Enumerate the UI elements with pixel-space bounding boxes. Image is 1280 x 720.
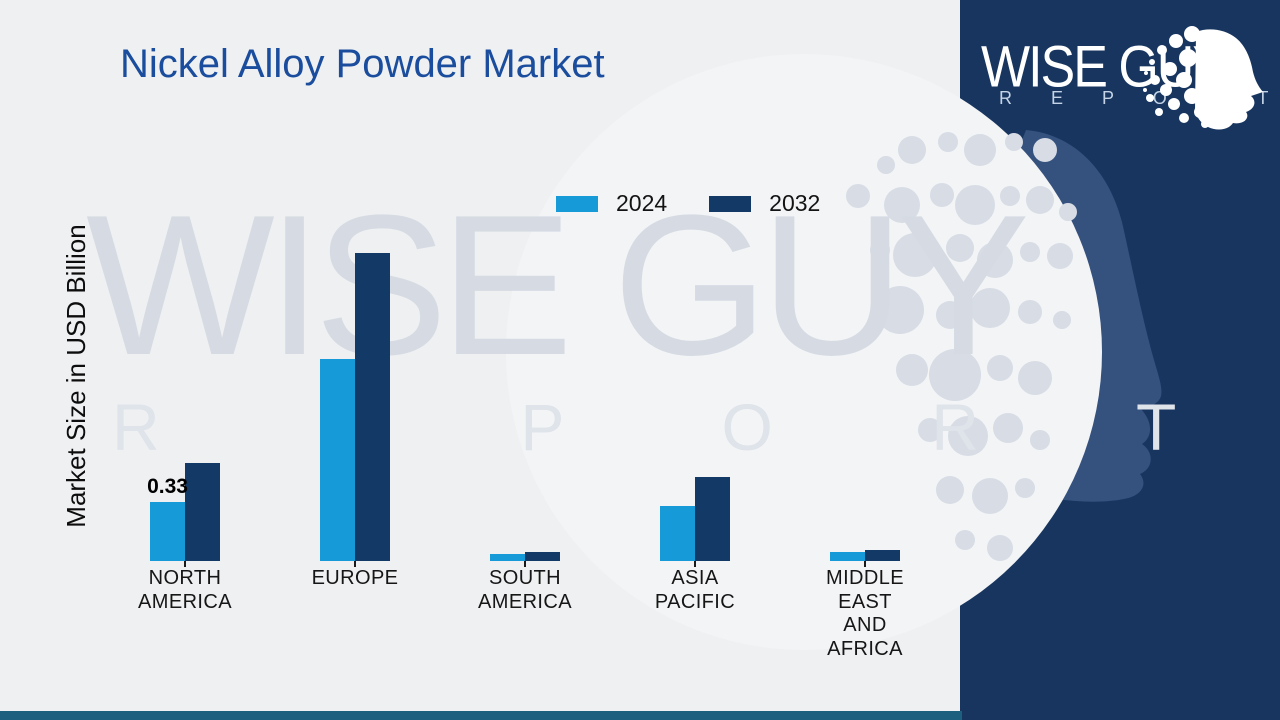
legend-label-2032: 2032 bbox=[769, 190, 821, 216]
gray-dot bbox=[948, 416, 988, 456]
page-title: Nickel Alloy Powder Market bbox=[120, 42, 605, 86]
category-label-europe: EUROPE bbox=[311, 567, 399, 589]
gray-dot bbox=[955, 185, 995, 225]
category-label-north-america: NORTH AMERICA bbox=[138, 567, 232, 613]
y-axis-label: Market Size in USD Billion bbox=[61, 224, 91, 528]
gray-dot bbox=[918, 418, 942, 442]
category-label-asia-pacific: ASIA PACIFIC bbox=[654, 567, 736, 613]
gray-dot bbox=[946, 234, 974, 262]
bar-2032-south-america bbox=[525, 552, 560, 561]
gray-dot bbox=[896, 354, 928, 386]
bar-2032-asia-pacific bbox=[695, 477, 730, 561]
gray-dot bbox=[877, 156, 895, 174]
legend-swatch-2024 bbox=[556, 195, 598, 212]
legend-item-2024: 2024 bbox=[556, 190, 667, 217]
bar-2024-south-america bbox=[490, 554, 525, 561]
bottom-accent-bar bbox=[0, 711, 962, 720]
gray-dot bbox=[938, 132, 958, 152]
gray-dot bbox=[970, 288, 1010, 328]
bar-2024-north-america bbox=[150, 502, 185, 561]
x-axis-tick bbox=[524, 561, 526, 567]
bar-2032-middle-east-and-africa bbox=[865, 550, 900, 561]
category-label-middle-east-and-africa: MIDDLE EAST AND AFRICA bbox=[826, 567, 904, 660]
bar-2024-europe bbox=[320, 359, 355, 561]
gray-dot bbox=[893, 233, 937, 277]
gray-dot bbox=[936, 476, 964, 504]
gray-dot bbox=[846, 184, 870, 208]
gray-dot bbox=[870, 240, 890, 260]
gray-dot bbox=[964, 134, 996, 166]
legend-swatch-2032 bbox=[709, 195, 752, 212]
value-label: 0.33 bbox=[147, 475, 188, 498]
logo-reports-text: R E P O R T S bbox=[999, 88, 1280, 108]
gray-dot bbox=[936, 301, 964, 329]
gray-dot bbox=[876, 286, 924, 334]
legend-item-2032: 2032 bbox=[709, 190, 820, 217]
x-axis-tick bbox=[694, 561, 696, 567]
gray-dot bbox=[930, 183, 954, 207]
category-label-south-america: SOUTH AMERICA bbox=[478, 567, 572, 613]
legend-label-2024: 2024 bbox=[616, 190, 668, 216]
bar-2032-north-america bbox=[185, 463, 220, 561]
gray-dot bbox=[955, 530, 975, 550]
gray-dot bbox=[987, 535, 1013, 561]
legend: 2024 2032 bbox=[556, 190, 820, 217]
bar-2024-middle-east-and-africa bbox=[830, 552, 865, 561]
x-axis-tick bbox=[184, 561, 186, 567]
bar-2032-europe bbox=[355, 253, 390, 561]
watermark-wiseguy: WISE GUY bbox=[86, 174, 1030, 397]
gray-dot bbox=[929, 349, 981, 401]
gray-dot bbox=[884, 187, 920, 223]
x-axis-tick bbox=[864, 561, 866, 567]
bar-2024-asia-pacific bbox=[660, 506, 695, 561]
gray-dot bbox=[898, 136, 926, 164]
gray-dot bbox=[972, 478, 1008, 514]
x-axis-tick bbox=[354, 561, 356, 567]
